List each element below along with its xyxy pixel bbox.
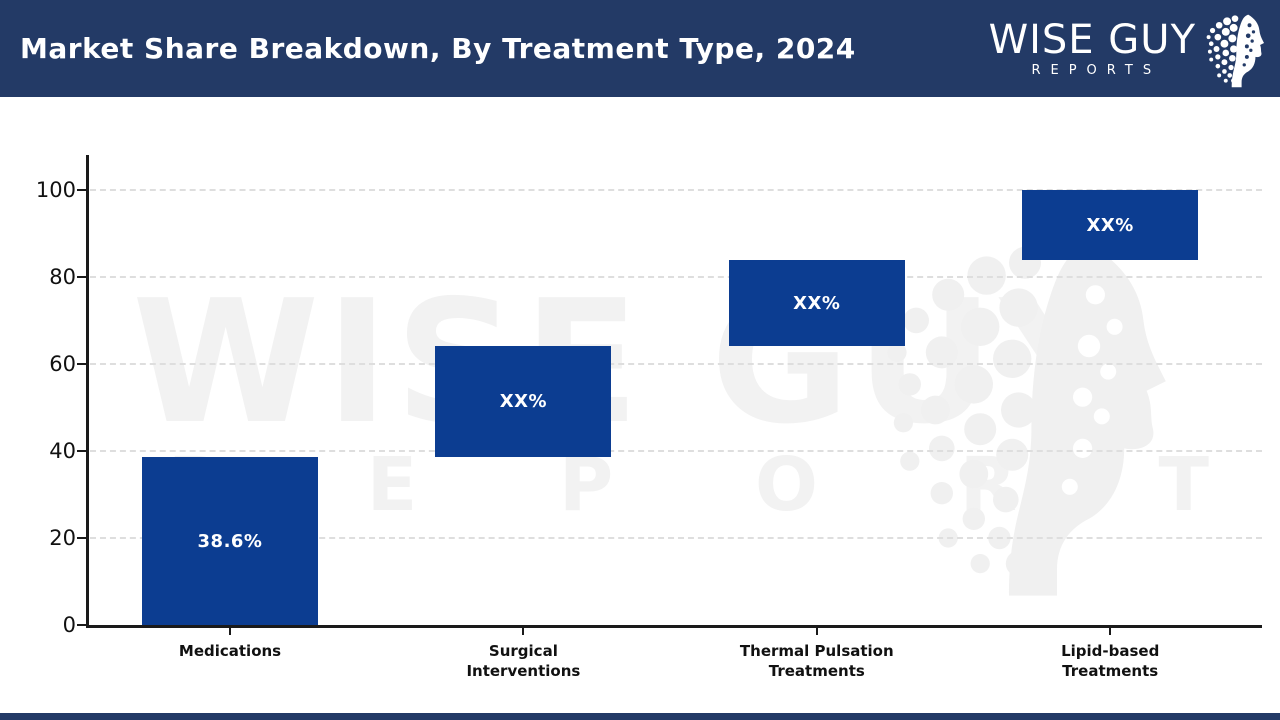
wiseguy-face-icon [1206, 14, 1265, 87]
header-bar: Market Share Breakdown, By Treatment Typ… [0, 0, 1280, 97]
bar-value-label-thermal-pulsation-treatments: XX% [793, 292, 841, 314]
y-tick-label-80: 80 [49, 265, 76, 289]
y-tick-label-60: 60 [49, 352, 76, 376]
x-tick-mark-lipid-based-treatments [1109, 628, 1112, 635]
y-tick-mark-20 [77, 537, 86, 539]
x-category-label-surgical-interventions: Surgical Interventions [466, 642, 581, 680]
x-category-label-medications: Medications [178, 642, 282, 660]
y-tick-mark-0 [77, 624, 86, 626]
y-tick-mark-60 [77, 363, 86, 365]
gridline-20 [90, 537, 1262, 539]
x-tick-mark-thermal-pulsation-treatments [815, 628, 818, 635]
x-tick-mark-medications [229, 628, 231, 635]
page-title: Market Share Breakdown, By Treatment Typ… [20, 32, 856, 65]
y-tick-label-20: 20 [49, 526, 76, 550]
x-tick-mark-surgical-interventions [522, 628, 525, 635]
y-tick-label-40: 40 [49, 439, 76, 463]
bar-thermal-pulsation-treatments: XX% [728, 260, 905, 347]
bar-medications: 38.6% [142, 457, 318, 625]
bar-lipid-based-treatments: XX% [1022, 190, 1199, 261]
y-tick-label-100: 100 [35, 178, 76, 202]
y-tick-mark-80 [77, 276, 86, 278]
logo-wordmark: WISE GUY [988, 16, 1196, 63]
footer-bar [0, 713, 1280, 720]
bar-value-label-lipid-based-treatments: XX% [1086, 214, 1134, 236]
gridline-40 [90, 450, 1262, 452]
y-tick-label-0: 0 [62, 613, 76, 637]
wiseguy-logo: WISE GUY REPORTS [989, 9, 1280, 89]
gridline-80 [90, 276, 1262, 278]
y-tick-mark-100 [77, 189, 86, 191]
y-axis-spine [86, 155, 89, 627]
logo-text: WISE GUY REPORTS [989, 20, 1196, 78]
x-category-label-thermal-pulsation-treatments: Thermal Pulsation Treatments [739, 642, 894, 680]
gridline-60 [90, 363, 1262, 365]
y-tick-mark-40 [77, 450, 86, 452]
bar-value-label-medications: 38.6% [197, 530, 263, 552]
gridline-100 [90, 189, 1262, 191]
x-category-label-lipid-based-treatments: Lipid-based Treatments [1061, 642, 1160, 680]
bar-surgical-interventions: XX% [435, 346, 612, 458]
x-axis-spine [86, 625, 1262, 628]
bar-value-label-surgical-interventions: XX% [499, 391, 548, 413]
logo-reports: REPORTS [1031, 62, 1162, 78]
